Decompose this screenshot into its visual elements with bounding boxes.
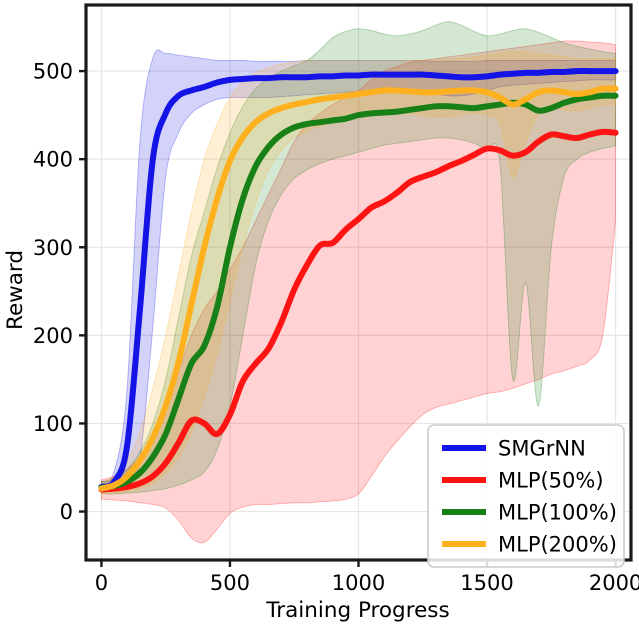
band-SMGrNN [100,49,617,493]
legend-label-MLP(50%): MLP(50%) [498,469,604,493]
legend-label-MLP(100%): MLP(100%) [498,501,617,525]
y-tick-label: 100 [33,412,73,436]
x-tick-label: 2000 [589,571,639,595]
grid-lines [86,5,631,560]
axis-tick-labels: 0 500 1000 1500 2000 0 100 200 300 400 500 [33,60,639,595]
y-tick-label: 300 [33,236,73,260]
band-MLP(100%) [100,21,617,495]
x-tick-label: 0 [95,571,108,595]
line-MLP(50%) [98,128,619,493]
line-SMGrNN [98,68,619,490]
y-tick-label: 400 [33,148,73,172]
y-tick-label: 500 [33,60,73,84]
y-axis-title: Reward [3,250,28,330]
series-lines [98,68,619,493]
line-MLP(200%) [98,85,619,492]
y-tick-label: 0 [60,500,73,524]
chart-legend[interactable]: SMGrNN MLP(50%) MLP(100%) MLP(200%) [427,424,625,568]
legend-label-MLP(200%): MLP(200%) [498,533,617,557]
line-MLP(100%) [98,92,619,491]
y-tick-label: 200 [33,324,73,348]
x-axis-title: Training Progress [265,598,449,623]
x-tick-label: 500 [210,571,250,595]
x-tick-label: 1000 [332,571,385,595]
legend-label-SMGrNN: SMGrNN [498,437,586,461]
legend-box [427,424,625,568]
x-tick-label: 1500 [460,571,513,595]
